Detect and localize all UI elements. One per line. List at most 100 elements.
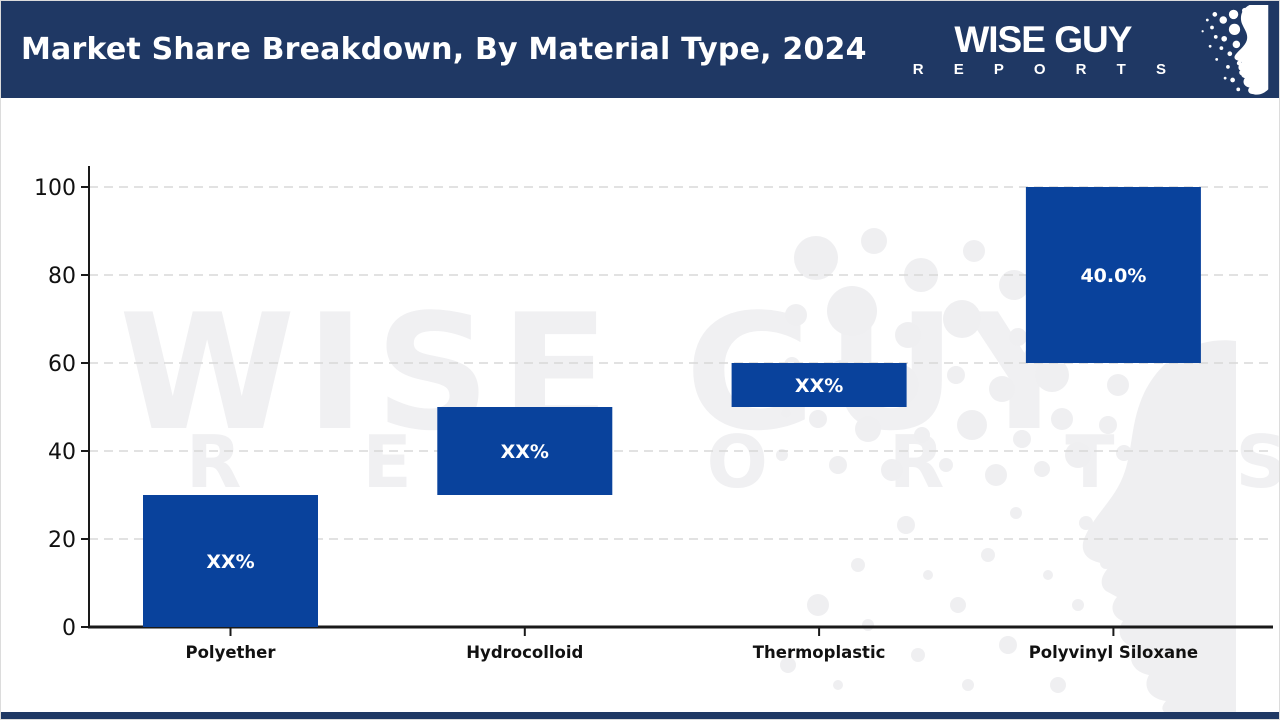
watermark-dot: [1100, 557, 1112, 569]
logo-dot: [1226, 64, 1230, 69]
y-tick-label: 20: [48, 528, 76, 553]
logo-dot: [1213, 34, 1218, 39]
watermark-dot: [1010, 507, 1022, 519]
logo-dot: [1230, 77, 1235, 82]
watermark-text-line2: R E P O R T S: [186, 420, 1280, 504]
watermark-dot: [962, 679, 974, 691]
logo-text: WISE GUY R E P O R T S: [907, 21, 1179, 78]
bar-value-label-polyvinyl-siloxane: 40.0%: [1080, 265, 1146, 287]
y-tick-label: 60: [48, 352, 76, 377]
logo-dot: [1221, 35, 1227, 42]
watermark-dot: [1034, 461, 1050, 477]
bar-thermoplastic: [731, 363, 907, 407]
footer-band: [1, 712, 1279, 719]
bar-value-label-polyether: XX%: [206, 551, 254, 573]
watermark-dot: [1051, 408, 1073, 430]
logo-tagline: R E P O R T S: [912, 61, 1179, 78]
watermark-dot: [776, 449, 788, 461]
logo-dot: [1219, 45, 1224, 50]
y-tick-label: 100: [34, 176, 76, 201]
x-category-label-hydrocolloid: Hydrocolloid: [466, 643, 583, 662]
wiseguy-logo: WISE GUY R E P O R T S: [907, 4, 1271, 95]
logo-dot: [1240, 48, 1246, 55]
watermark-dot: [1050, 677, 1066, 693]
watermark-dot: [785, 304, 807, 326]
logo-dot: [1215, 57, 1219, 61]
x-category-label-polyether: Polyether: [186, 643, 277, 662]
y-tick-label: 0: [62, 616, 76, 641]
watermark-dot: [827, 286, 877, 336]
watermark-dot: [985, 464, 1007, 486]
x-category-label-polyvinyl-siloxane: Polyvinyl Siloxane: [1029, 643, 1198, 662]
watermark-dot: [999, 636, 1017, 654]
bar-value-label-hydrocolloid: XX%: [501, 441, 549, 463]
watermark-dot: [1099, 416, 1117, 434]
logo-face-icon: [1201, 4, 1269, 95]
watermark-face-profile: [1082, 340, 1236, 715]
watermark-dot: [911, 648, 925, 662]
watermark-dot: [950, 597, 966, 613]
watermark-dot: [855, 416, 881, 442]
watermark-dot: [1013, 430, 1031, 448]
watermark-dot: [807, 594, 829, 616]
logo-name: WISE GUY: [954, 19, 1132, 60]
watermark-dot: [1065, 442, 1091, 468]
logo-dot: [1228, 23, 1241, 35]
watermark-dot: [809, 410, 827, 428]
watermark-dot: [914, 427, 930, 443]
x-category-label-thermoplastic: Thermoplastic: [753, 643, 886, 662]
header-band: Market Share Breakdown, By Material Type…: [1, 1, 1279, 98]
watermark-dot: [895, 322, 921, 348]
watermark-dot: [897, 516, 915, 534]
y-tick-label: 80: [48, 264, 76, 289]
watermark-dot: [781, 408, 791, 418]
logo-dot: [1247, 10, 1252, 14]
watermark-dot: [780, 657, 796, 673]
page-title: Market Share Breakdown, By Material Type…: [21, 32, 867, 67]
watermark-dot: [981, 548, 995, 562]
logo-dot: [1210, 25, 1214, 29]
logo-dot: [1208, 44, 1212, 48]
watermark-dot: [999, 270, 1029, 300]
watermark-dot: [957, 410, 987, 440]
watermark-dot: [989, 376, 1015, 402]
logo-dot: [1219, 15, 1227, 24]
logo-dot: [1228, 9, 1239, 19]
watermark-dot: [947, 366, 965, 384]
logo-dot: [1236, 60, 1242, 65]
logo-dot: [1227, 50, 1233, 56]
bar-value-label-thermoplastic: XX%: [795, 375, 843, 397]
watermark-dot: [1009, 328, 1027, 346]
y-tick-label: 40: [48, 440, 76, 465]
bar-polyether: [143, 495, 318, 627]
logo-dot: [1246, 79, 1251, 84]
watermark-dot: [881, 459, 903, 481]
bar-polyvinyl-siloxane: [1025, 187, 1201, 363]
watermark-dot: [851, 558, 865, 572]
watermark-dot: [861, 228, 887, 254]
logo-dot: [1212, 11, 1218, 17]
logo-dot: [1223, 76, 1227, 80]
watermark-dot: [794, 236, 838, 280]
watermark-dot: [923, 570, 933, 580]
logo-dot: [1242, 7, 1248, 13]
watermark-dot: [1079, 516, 1093, 530]
logo-dot: [1236, 87, 1241, 91]
logo-dot: [1232, 40, 1241, 48]
logo-dot: [1201, 29, 1204, 32]
watermark-dot: [833, 680, 843, 690]
watermark-dot: [1072, 599, 1084, 611]
watermark-dot: [943, 300, 981, 338]
logo-dot: [1205, 18, 1209, 21]
logo-dot: [1239, 69, 1245, 75]
watermark-dot: [963, 240, 985, 262]
watermark-dot: [1107, 374, 1129, 396]
bar-hydrocolloid: [437, 407, 613, 495]
watermark-dot: [1035, 358, 1069, 392]
watermark-dot: [1043, 570, 1053, 580]
watermark-dot: [939, 458, 953, 472]
watermark-dot: [1116, 445, 1132, 461]
watermark-dot: [829, 456, 847, 474]
